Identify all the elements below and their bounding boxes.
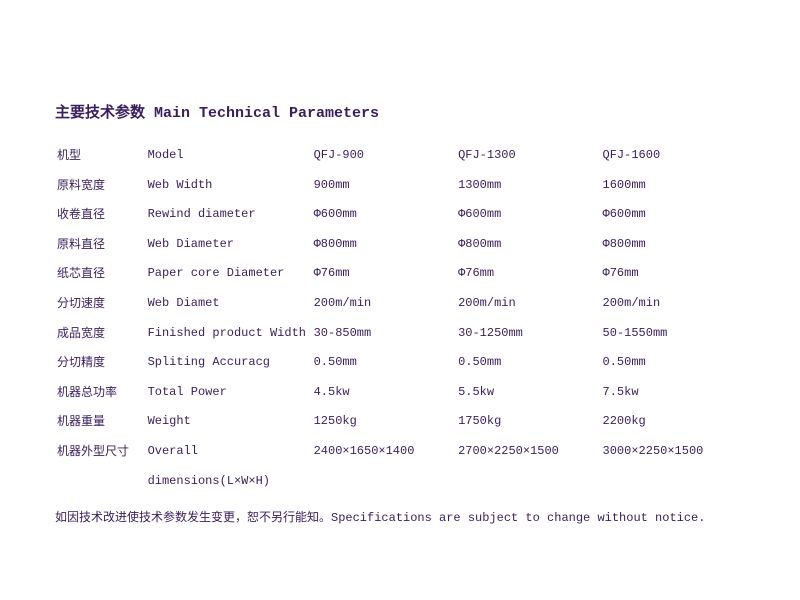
cell: Φ800mm	[456, 230, 600, 260]
cell: 30-850mm	[312, 319, 456, 349]
table-row: 分切速度 Web Diamet 200m/min 200m/min 200m/m…	[55, 289, 745, 319]
row-label-cn: 机器总功率	[55, 378, 146, 408]
cell: 1300mm	[456, 171, 600, 201]
cell: 2400×1650×1400	[312, 437, 456, 467]
row-label-cn: 机器外型尺寸	[55, 437, 146, 467]
table-row: 原料宽度 Web Width 900mm 1300mm 1600mm	[55, 171, 745, 201]
row-label-en: Weight	[146, 407, 312, 437]
cell: Φ600mm	[456, 200, 600, 230]
cell: 50-1550mm	[601, 319, 745, 349]
row-label-en: Total Power	[146, 378, 312, 408]
row-label-cn: 机器重量	[55, 407, 146, 437]
row-label-cn: 分切速度	[55, 289, 146, 319]
cell: 1600mm	[601, 171, 745, 201]
cell: 30-1250mm	[456, 319, 600, 349]
table-row: 原料直径 Web Diameter Φ800mm Φ800mm Φ800mm	[55, 230, 745, 260]
row-label-cn: 分切精度	[55, 348, 146, 378]
cell: QFJ-1300	[456, 141, 600, 171]
cell: 900mm	[312, 171, 456, 201]
cell: Φ800mm	[312, 230, 456, 260]
cell: QFJ-900	[312, 141, 456, 171]
row-label-cn: 原料宽度	[55, 171, 146, 201]
row-label-en: Web Width	[146, 171, 312, 201]
table-row: 机器外型尺寸 Overall 2400×1650×1400 2700×2250×…	[55, 437, 745, 467]
row-label-en: Finished product Width	[146, 319, 312, 349]
table-row: 成品宽度 Finished product Width 30-850mm 30-…	[55, 319, 745, 349]
row-label-cn: 收卷直径	[55, 200, 146, 230]
cell: Φ800mm	[601, 230, 745, 260]
cell: 7.5kw	[601, 378, 745, 408]
cell	[312, 467, 456, 497]
cell: 1250kg	[312, 407, 456, 437]
cell: Φ76mm	[456, 259, 600, 289]
row-label-en: Spliting Accuracg	[146, 348, 312, 378]
row-label-cn	[55, 467, 146, 497]
row-label-cn: 机型	[55, 141, 146, 171]
row-label-en: Web Diameter	[146, 230, 312, 260]
cell: 3000×2250×1500	[601, 437, 745, 467]
row-label-en-line2: dimensions(L×W×H)	[146, 467, 312, 497]
cell: 5.5kw	[456, 378, 600, 408]
row-label-cn: 原料直径	[55, 230, 146, 260]
cell: 200m/min	[312, 289, 456, 319]
cell: 200m/min	[456, 289, 600, 319]
cell: 0.50mm	[601, 348, 745, 378]
row-label-cn: 成品宽度	[55, 319, 146, 349]
cell: 0.50mm	[456, 348, 600, 378]
cell: 4.5kw	[312, 378, 456, 408]
table-row: dimensions(L×W×H)	[55, 467, 745, 497]
table-row: 机器重量 Weight 1250kg 1750kg 2200kg	[55, 407, 745, 437]
cell: 200m/min	[601, 289, 745, 319]
table-row: 机型 Model QFJ-900 QFJ-1300 QFJ-1600	[55, 141, 745, 171]
row-label-en: Overall	[146, 437, 312, 467]
table-row: 纸芯直径 Paper core Diameter Φ76mm Φ76mm Φ76…	[55, 259, 745, 289]
table-row: 机器总功率 Total Power 4.5kw 5.5kw 7.5kw	[55, 378, 745, 408]
cell: QFJ-1600	[601, 141, 745, 171]
parameters-table: 机型 Model QFJ-900 QFJ-1300 QFJ-1600 原料宽度 …	[55, 141, 745, 496]
page-title: 主要技术参数 Main Technical Parameters	[55, 100, 745, 127]
cell	[601, 467, 745, 497]
row-label-en: Paper core Diameter	[146, 259, 312, 289]
table-row: 收卷直径 Rewind diameter Φ600mm Φ600mm Φ600m…	[55, 200, 745, 230]
row-label-en: Rewind diameter	[146, 200, 312, 230]
cell: Φ76mm	[601, 259, 745, 289]
cell: 2200kg	[601, 407, 745, 437]
cell: Φ600mm	[312, 200, 456, 230]
cell: 1750kg	[456, 407, 600, 437]
row-label-en: Model	[146, 141, 312, 171]
cell: 2700×2250×1500	[456, 437, 600, 467]
cell: Φ600mm	[601, 200, 745, 230]
row-label-cn: 纸芯直径	[55, 259, 146, 289]
cell	[456, 467, 600, 497]
spec-sheet: 主要技术参数 Main Technical Parameters 机型 Mode…	[0, 0, 800, 530]
cell: 0.50mm	[312, 348, 456, 378]
cell: Φ76mm	[312, 259, 456, 289]
footnote: 如因技术改进使技术参数发生变更，恕不另行能知。Specifications ar…	[55, 508, 745, 530]
row-label-en: Web Diamet	[146, 289, 312, 319]
table-row: 分切精度 Spliting Accuracg 0.50mm 0.50mm 0.5…	[55, 348, 745, 378]
